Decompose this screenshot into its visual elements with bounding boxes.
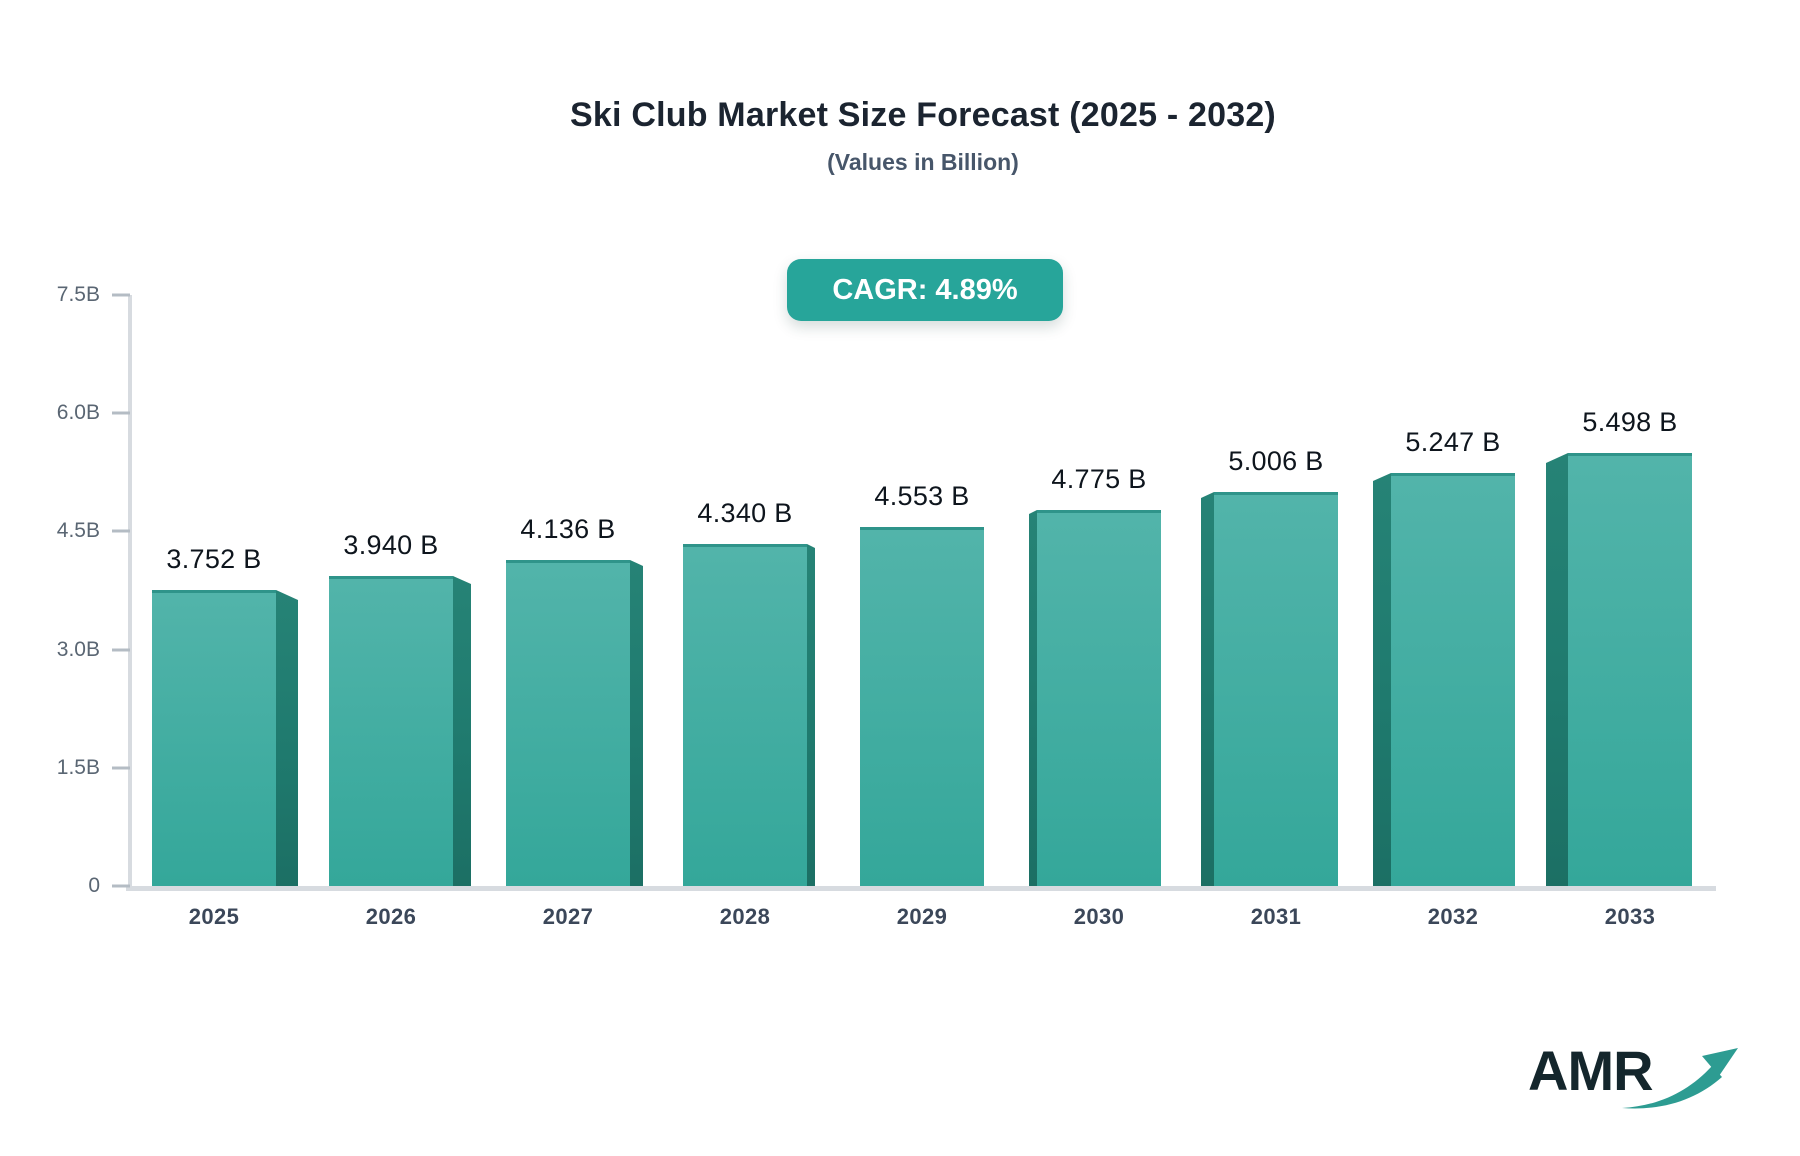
y-tick-label-7.5B: 7.5B <box>56 283 100 306</box>
y-axis-line <box>128 295 132 886</box>
bar-front-face <box>152 590 276 886</box>
bar-side-face <box>1546 453 1568 886</box>
x-label-2028: 2028 <box>719 904 771 929</box>
bar-front-face <box>1214 492 1338 886</box>
y-tick-label-1.5B: 1.5B <box>56 756 100 779</box>
bar-value-label: 5.006 B <box>1228 446 1324 476</box>
chart-subtitle: (Values in Billion) <box>827 149 1019 175</box>
bar-front-face <box>506 560 630 886</box>
bar-side-face <box>1201 492 1214 886</box>
y-tick-label-3.0B: 3.0B <box>56 638 100 661</box>
amr-logo: AMR <box>1528 1028 1738 1120</box>
y-tick-mark <box>112 648 130 652</box>
bar-value-label: 4.136 B <box>520 514 616 544</box>
bar-value-label: 3.752 B <box>166 544 262 574</box>
bar-value-label: 3.940 B <box>343 530 439 560</box>
y-tick-mark <box>112 766 130 770</box>
bar-front-face <box>1037 510 1161 886</box>
bar-side-face <box>453 576 471 886</box>
bar-side-face <box>630 560 643 886</box>
x-label-2032: 2032 <box>1427 904 1479 929</box>
x-label-2033: 2033 <box>1604 904 1656 929</box>
bar-side-face <box>1029 510 1037 886</box>
y-tick-label-0: 0 <box>88 874 100 897</box>
y-tick-mark <box>112 884 130 888</box>
x-label-2030: 2030 <box>1073 904 1125 929</box>
bar-front-face <box>1391 473 1515 886</box>
bar-value-label: 5.498 B <box>1582 407 1678 437</box>
chart-header: Ski Club Market Size Forecast (2025 - 20… <box>130 0 1716 176</box>
bar-front-face <box>329 576 453 886</box>
y-tick-label-6.0B: 6.0B <box>56 401 100 424</box>
x-label-2027: 2027 <box>542 904 594 929</box>
bar-front-face <box>1568 453 1692 886</box>
bar-value-label: 4.340 B <box>697 498 793 528</box>
bar-side-face <box>276 590 298 886</box>
y-tick-mark <box>112 411 130 415</box>
cagr-badge: CAGR: 4.89% <box>787 259 1063 321</box>
y-tick-label-4.5B: 4.5B <box>56 519 100 542</box>
x-axis-line <box>126 886 1716 891</box>
x-label-2025: 2025 <box>188 904 240 929</box>
bar-side-face <box>1373 473 1391 886</box>
bar-value-label: 4.553 B <box>874 481 970 511</box>
x-label-2026: 2026 <box>365 904 417 929</box>
y-tick-mark <box>112 529 130 533</box>
bar-front-face <box>860 527 984 886</box>
bar-front-face <box>683 544 807 886</box>
bar-value-label: 4.775 B <box>1051 464 1147 494</box>
chart-title: Ski Club Market Size Forecast (2025 - 20… <box>570 96 1276 134</box>
bar-side-face <box>807 544 815 886</box>
bar-value-label: 5.247 B <box>1405 427 1501 457</box>
x-label-2031: 2031 <box>1250 904 1302 929</box>
y-tick-mark <box>112 293 130 297</box>
x-label-2029: 2029 <box>896 904 948 929</box>
amr-logo-text: AMR <box>1528 1039 1654 1102</box>
growth-arrow-icon <box>1622 1048 1738 1109</box>
